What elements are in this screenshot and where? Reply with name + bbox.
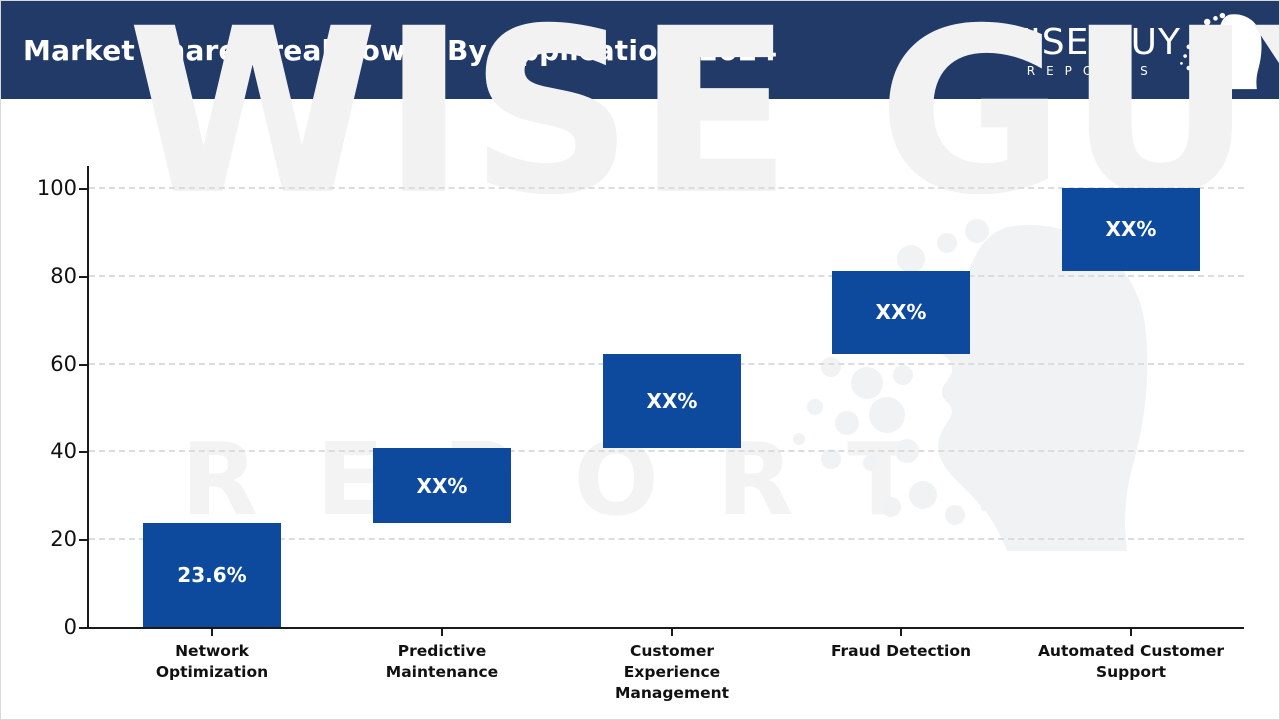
bar-value-label-automated-customer-support: XX% [1105, 217, 1157, 242]
y-tick-label-80: 80 [50, 263, 77, 288]
gridline-20 [89, 538, 1244, 541]
page-title: Market Share Breakdown, By Application, … [23, 33, 778, 67]
logo-text: WISE GUY REPORTS [993, 22, 1182, 79]
bar-value-label-network-optimization: 23.6% [177, 563, 247, 588]
x-tick-predictive-maintenance [441, 629, 443, 636]
gridline-100 [89, 187, 1244, 189]
gridline-40 [89, 450, 1244, 453]
y-tick-label-60: 60 [50, 351, 77, 376]
x-tick-customer-experience-management [671, 629, 673, 636]
bar-value-label-fraud-detection: XX% [875, 300, 927, 325]
logo-subtext: REPORTS [1026, 64, 1159, 78]
y-tick-20 [79, 539, 87, 542]
x-tick-label-network-optimization: Network Optimization [155, 642, 269, 681]
bar-predictive-maintenance: XX% [373, 448, 511, 524]
y-tick-label-20: 20 [50, 527, 77, 552]
x-axis-line [87, 627, 1244, 629]
x-tick-label-fraud-detection: Fraud Detection [830, 642, 972, 660]
bar-value-label-customer-experience-management: XX% [646, 389, 698, 414]
bar-network-optimization: 23.6% [143, 523, 281, 627]
x-tick-fraud-detection [900, 629, 902, 636]
x-tick-label-customer-experience-management: Customer Experience Management [614, 642, 730, 702]
bar-automated-customer-support: XX% [1062, 188, 1200, 271]
x-tick-label-predictive-maintenance: Predictive Maintenance [385, 642, 499, 681]
plot-area: 0 20 40 60 80 100 23.6% XX% XX% XX% XX% Network Opti… [1, 99, 1279, 719]
y-tick-80 [79, 275, 87, 278]
logo-wordmark: WISE GUY [993, 22, 1181, 63]
gridline-80 [89, 274, 1244, 277]
bar-fraud-detection: XX% [832, 270, 970, 354]
x-tick-label-automated-customer-support: Automated Customer Support [1037, 642, 1225, 681]
y-tick-label-0: 0 [63, 615, 77, 639]
wiseguy-logo: WISE GUY REPORTS [994, 9, 1268, 93]
y-tick-label-40: 40 [50, 439, 77, 464]
y-tick-label-100: 100 [36, 176, 77, 200]
y-tick-0 [79, 627, 87, 629]
y-tick-40 [79, 451, 87, 454]
bar-value-label-predictive-maintenance: XX% [416, 473, 468, 498]
bar-customer-experience-management: XX% [603, 353, 741, 449]
y-tick-100 [79, 188, 87, 190]
x-tick-automated-customer-support [1130, 629, 1132, 636]
header-bar: Market Share Breakdown, By Application, … [1, 1, 1279, 99]
y-tick-60 [79, 363, 87, 366]
x-tick-network-optimization [211, 629, 213, 636]
y-axis-line [87, 166, 89, 629]
